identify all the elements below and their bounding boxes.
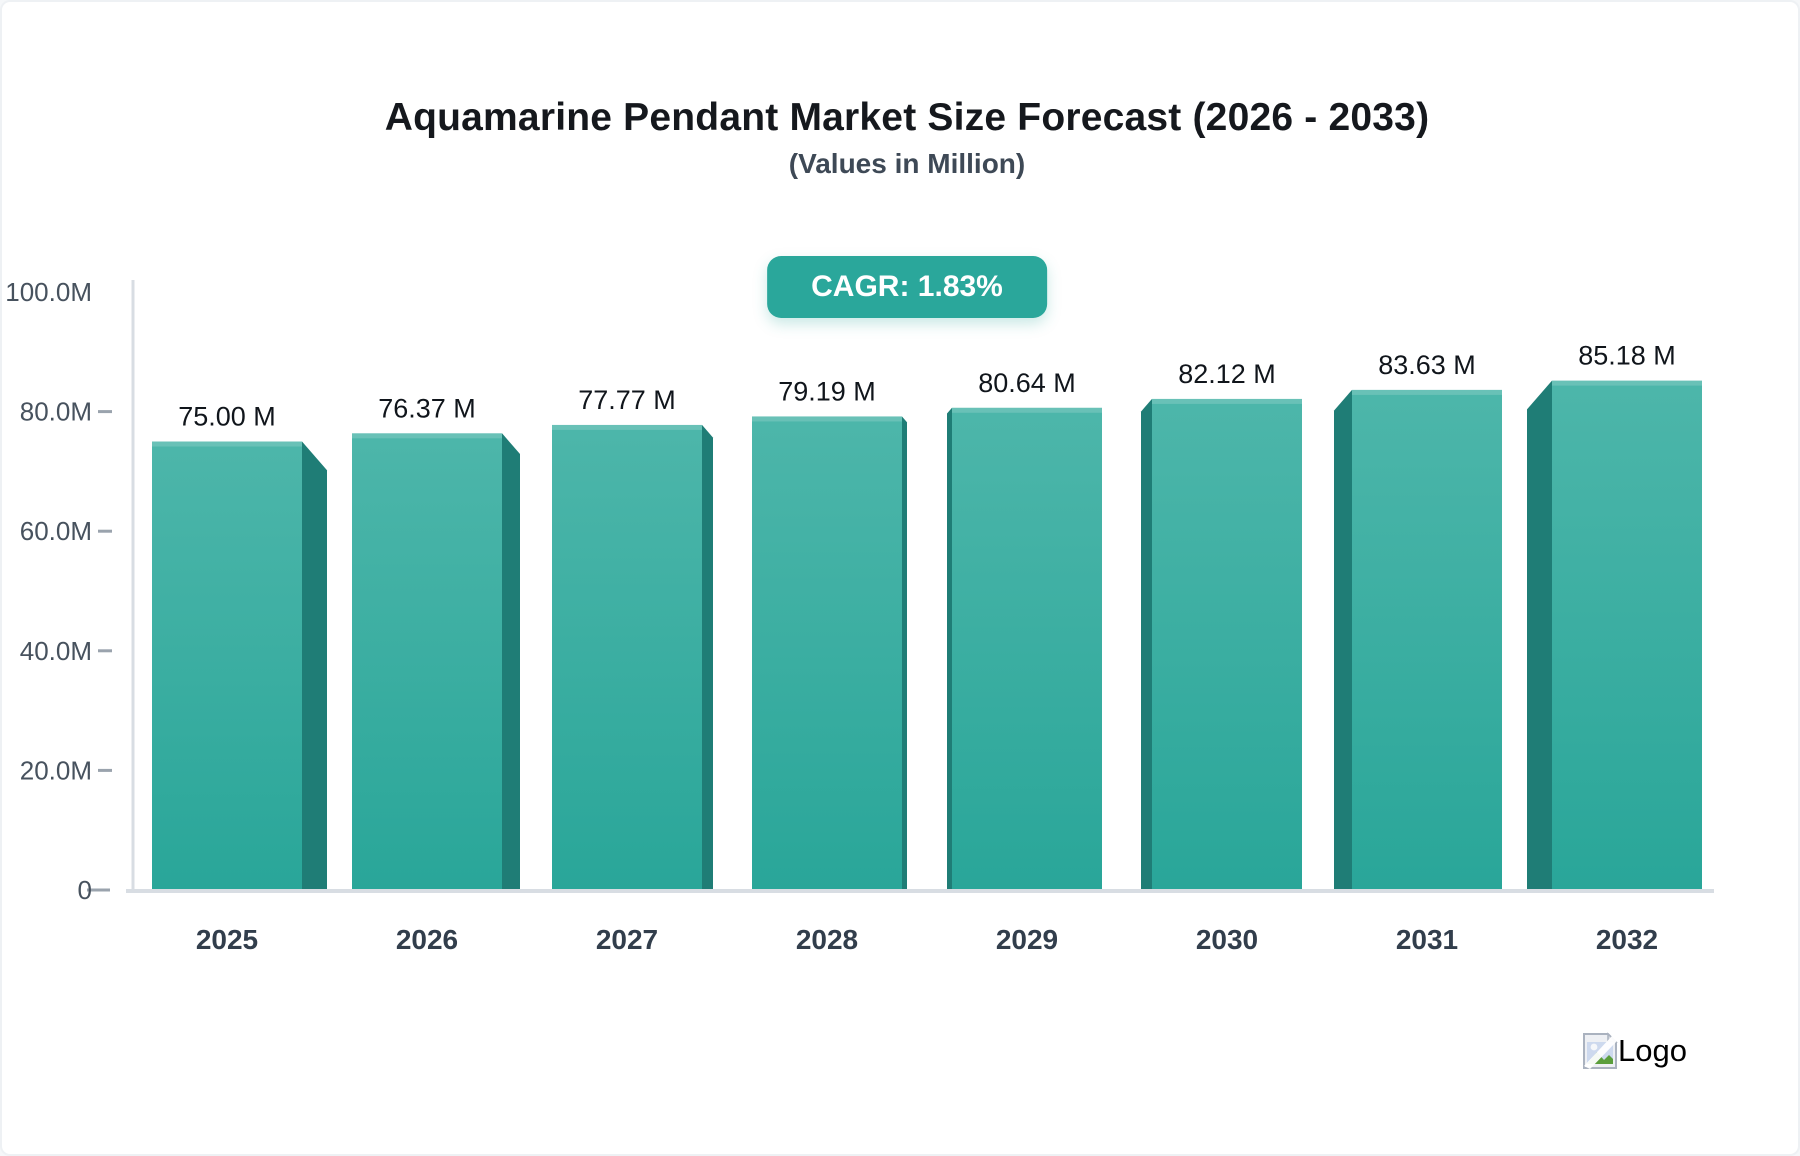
bar-value-label: 76.37 M [378, 393, 476, 423]
y-axis-label: 100.0M [5, 277, 92, 307]
bar-2026[interactable] [352, 433, 502, 890]
x-axis-label: 2027 [596, 924, 658, 955]
bar-side-2030 [1141, 398, 1152, 890]
bar-2030[interactable] [1152, 398, 1302, 890]
chart-title: Aquamarine Pendant Market Size Forecast … [384, 96, 1430, 139]
bar-top-edge [352, 433, 502, 439]
bar-top-edge [552, 424, 702, 430]
x-axis-label: 2032 [1596, 924, 1658, 955]
cagr-badge: CAGR: 1.83% [767, 256, 1047, 318]
bar-top-edge [752, 416, 902, 422]
bar-2027[interactable] [552, 424, 702, 890]
bar-2028[interactable] [752, 416, 902, 890]
y-axis-label: 0 [78, 875, 92, 905]
y-axis-label: 80.0M [20, 397, 92, 427]
bar-2029[interactable] [952, 407, 1102, 890]
bar-value-label: 79.19 M [778, 376, 876, 406]
x-axis-label: 2028 [796, 924, 858, 955]
chart-subtitle: (Values in Million) [788, 148, 1026, 179]
bar-2031[interactable] [1352, 389, 1502, 890]
bar-side-2028 [902, 416, 907, 890]
broken-image-icon [1583, 1032, 1618, 1069]
logo-label: Logo [1618, 1033, 1687, 1068]
bar-side-2026 [502, 433, 520, 890]
bar-top-edge [1152, 398, 1302, 404]
bar-top-edge [152, 441, 302, 447]
logo: Logo [1582, 1032, 1687, 1070]
y-axis-label: 60.0M [20, 516, 92, 546]
x-axis-label: 2029 [996, 924, 1058, 955]
bar-side-2025 [302, 441, 327, 890]
bar-side-2027 [702, 424, 713, 890]
x-axis-label: 2031 [1396, 924, 1458, 955]
bar-2032[interactable] [1552, 380, 1702, 890]
bar-value-label: 77.77 M [578, 385, 676, 415]
bar-top-edge [1552, 380, 1702, 386]
bar-top-edge [952, 407, 1102, 413]
bar-value-label: 83.63 M [1378, 350, 1476, 380]
y-axis-label: 20.0M [20, 755, 92, 785]
bar-value-label: 82.12 M [1178, 359, 1276, 389]
x-axis-label: 2026 [396, 924, 458, 955]
bar-value-label: 85.18 M [1578, 341, 1676, 371]
bar-value-label: 80.64 M [978, 368, 1076, 398]
bar-value-label: 75.00 M [178, 402, 276, 432]
bar-2025[interactable] [152, 441, 302, 891]
x-axis-label: 2025 [196, 924, 258, 955]
bar-side-2031 [1334, 389, 1352, 890]
x-axis-label: 2030 [1196, 924, 1258, 955]
bar-side-2029 [947, 407, 952, 890]
bar-side-2032 [1527, 380, 1552, 890]
y-axis-label: 40.0M [20, 636, 92, 666]
bar-top-edge [1352, 389, 1502, 395]
